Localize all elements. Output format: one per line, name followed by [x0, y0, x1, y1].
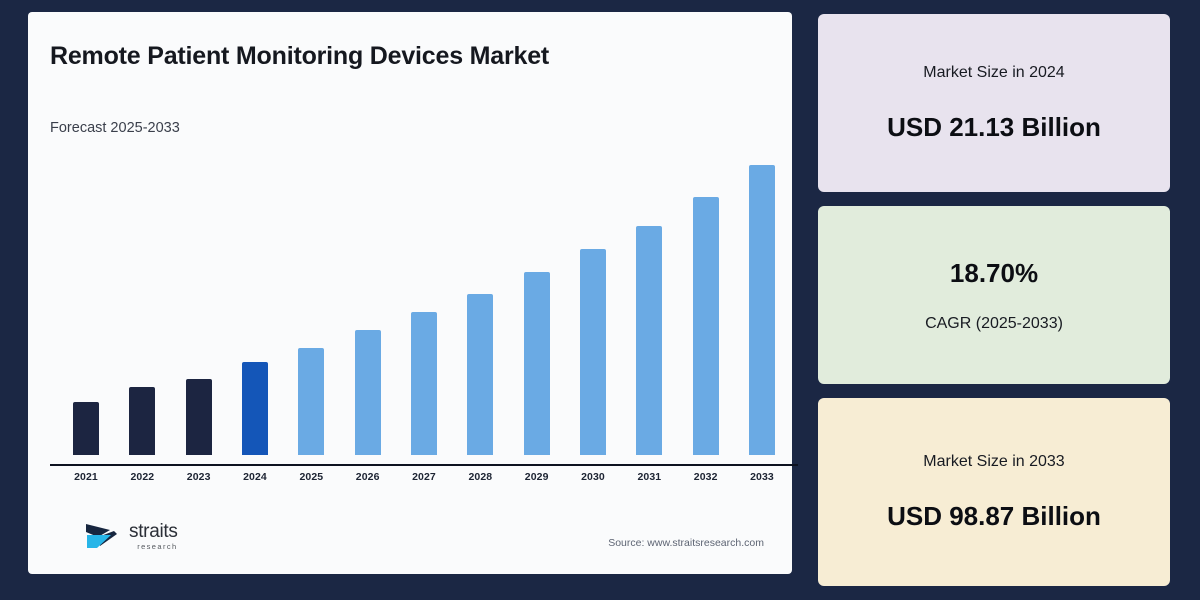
stat-card-market-size-2024: Market Size in 2024 USD 21.13 Billion: [818, 14, 1170, 192]
logo-subtitle: research: [137, 541, 178, 551]
stat-card-value: USD 21.13 Billion: [887, 111, 1101, 142]
page-title: Remote Patient Monitoring Devices Market: [50, 42, 550, 70]
x-axis-tick-labels: 2021 2022 2023 2024 2025 2026 2027 2028 2029 2030…: [50, 471, 798, 489]
x-tick-2023: 2023: [186, 471, 211, 483]
logo-name: straits: [129, 520, 178, 542]
x-tick-2027: 2027: [412, 471, 436, 483]
chart-panel: Remote Patient Monitoring Devices Market…: [28, 12, 798, 574]
bar-rect: [749, 165, 775, 455]
stat-card-label: Market Size in 2033: [923, 452, 1065, 470]
x-tick-2029: 2029: [524, 471, 549, 483]
stat-card-value: USD 98.87 Billion: [887, 500, 1101, 531]
stat-card-label: Market Size in 2024: [923, 63, 1065, 81]
bar-rect: [523, 272, 550, 455]
source-attribution: Source: www.straitsresearch.com: [608, 537, 764, 549]
x-tick-2026: 2026: [355, 471, 380, 483]
bar-rect: [692, 197, 719, 455]
x-tick-2031: 2031: [637, 471, 662, 483]
x-tick-2025: 2025: [299, 471, 324, 483]
stat-card-market-size-2033: Market Size in 2033 USD 98.87 Billion: [818, 398, 1170, 586]
bar-rect: [129, 387, 156, 455]
x-axis-line: [50, 464, 798, 466]
bar-series: [50, 152, 798, 455]
x-tick-2032: 2032: [693, 471, 718, 483]
stat-card-label: CAGR (2025-2033): [925, 314, 1063, 332]
stat-card-cagr: 18.70% CAGR (2025-2033): [818, 206, 1170, 384]
chart-subtitle: Forecast 2025-2033: [50, 120, 180, 136]
bar-rect: [354, 330, 381, 455]
bar-rect: [242, 362, 268, 455]
bar-rect: [185, 379, 212, 455]
x-tick-2028: 2028: [468, 471, 493, 483]
bar-rect: [580, 249, 606, 455]
bar-rect: [411, 312, 437, 455]
bar-rect: [73, 402, 99, 455]
x-tick-2024: 2024: [243, 471, 267, 483]
bar-rect: [467, 294, 494, 455]
x-tick-2033: 2033: [750, 471, 774, 483]
straits-research-logo: straits research: [84, 518, 178, 554]
bar-rect: [636, 226, 663, 455]
x-tick-2030: 2030: [581, 471, 605, 483]
x-tick-2021: 2021: [74, 471, 98, 483]
logo-wordmark: straits research: [129, 522, 178, 551]
bar-rect: [298, 348, 325, 455]
stat-cards: Market Size in 2024 USD 21.13 Billion 18.7…: [818, 14, 1170, 586]
bar-chart-plot-area: [50, 152, 798, 455]
x-tick-2022: 2022: [130, 471, 155, 483]
logo-arrow-icon: [86, 524, 117, 548]
stat-card-value: 18.70%: [949, 257, 1039, 288]
